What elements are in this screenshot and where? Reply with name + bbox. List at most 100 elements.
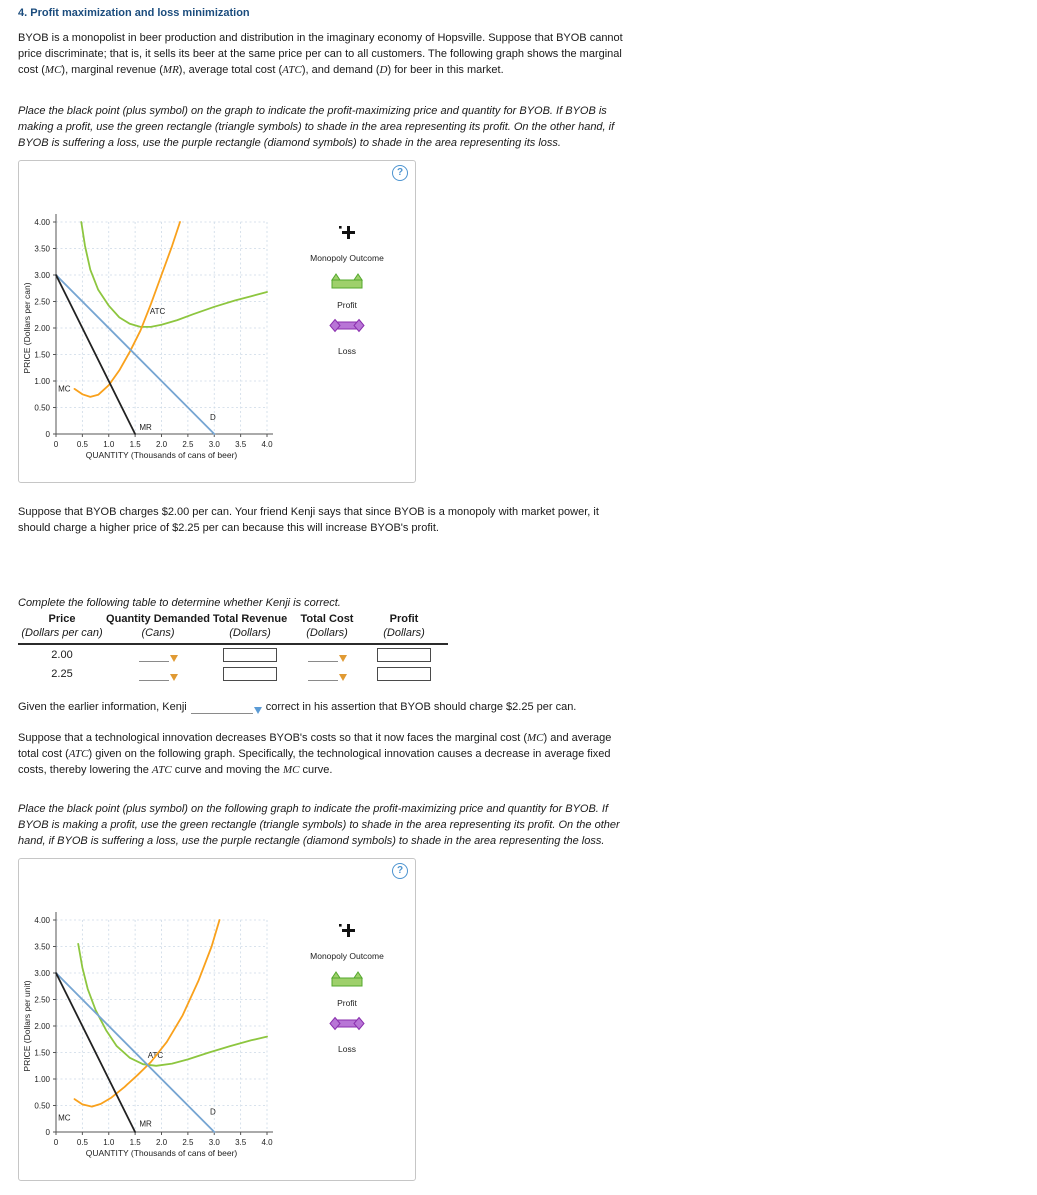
d-curve <box>55 972 216 1133</box>
graph-panel-1: ? 0 0.50 1.00 1.50 2.00 2.50 3.00 3.50 4.00 0 0.5 1… <box>18 160 416 483</box>
var-atc: ATC <box>282 64 302 76</box>
total-cost-dropdown-row1[interactable] <box>307 648 347 662</box>
total-cost-dropdown-row2[interactable] <box>307 667 347 681</box>
text: curve and moving the <box>171 764 283 776</box>
mc-label: MC <box>58 1113 71 1122</box>
dropdown-line <box>307 648 338 662</box>
mr-label: MR <box>139 1120 152 1129</box>
y-axis-title: PRICE (Dollars per unit) <box>22 980 32 1071</box>
profit-rectangle-icon[interactable] <box>301 273 393 292</box>
kenji-table: Price (Dollars per can) Quantity Demanded… <box>18 612 448 683</box>
x-tick-label: 3.5 <box>235 1138 247 1147</box>
price-value: 2.00 <box>51 648 73 661</box>
d-label: D <box>210 413 216 422</box>
var-mc: MC <box>527 732 544 744</box>
mr-label: MR <box>139 423 152 432</box>
graph-2[interactable]: 0 0.50 1.00 1.50 2.00 2.50 3.00 3.50 4.00 0 0.5 1.0… <box>21 897 321 1163</box>
conclusion-sentence: Given the earlier information, Kenji corr… <box>18 699 632 715</box>
graph-panel-2: ? 0 0.50 1.00 1.50 2.00 2.50 3.00 3.50 4.00 0 0.5 1… <box>18 858 416 1181</box>
table-row: 2.25 <box>18 664 448 683</box>
text: ), and demand ( <box>301 64 380 76</box>
col-header-total-revenue: Total Revenue (Dollars) <box>212 613 288 639</box>
atc-curve <box>77 943 268 1067</box>
loss-label: Loss <box>338 346 356 356</box>
x-tick-label: 4.0 <box>261 1138 273 1147</box>
y-tick-label: 1.50 <box>34 351 50 360</box>
y-tick-label: 0 <box>46 430 51 439</box>
help-icon[interactable]: ? <box>392 863 408 879</box>
graph-1[interactable]: 0 0.50 1.00 1.50 2.00 2.50 3.00 3.50 4.00 0 0.5 1.0… <box>21 199 321 465</box>
x-tick-label: 2.0 <box>156 440 168 449</box>
text: correct in his assertion that BYOB shoul… <box>265 701 577 713</box>
var-atc: ATC <box>68 748 89 760</box>
x-tick-label: 1.0 <box>103 1138 115 1147</box>
monopoly-point-icon[interactable] <box>301 225 393 242</box>
kenji-paragraph: Suppose that BYOB charges $2.00 per can.… <box>18 506 599 534</box>
var-d: D <box>379 64 388 76</box>
d-curve <box>55 274 216 435</box>
quantity-demanded-dropdown-row2[interactable] <box>138 667 178 681</box>
y-tick-label: 2.50 <box>34 298 50 307</box>
total-revenue-input-row1[interactable] <box>223 647 277 662</box>
help-icon[interactable]: ? <box>392 165 408 181</box>
y-axis-title: PRICE (Dollars per can) <box>22 282 32 373</box>
profit-input-row2[interactable] <box>377 666 431 681</box>
y-tick-label: 1.00 <box>34 1075 50 1084</box>
text: ), average total cost ( <box>178 64 283 76</box>
dropdown-line <box>307 667 338 681</box>
col-header-quantity: Quantity Demanded (Cans) <box>106 613 210 639</box>
text: Suppose that a technological innovation … <box>18 732 527 744</box>
dropdown-line <box>138 648 169 662</box>
table-intro: Complete the following table to determin… <box>18 597 341 609</box>
y-tick-label: 3.00 <box>34 969 50 978</box>
x-axis-title: QUANTITY (Thousands of cans of beer) <box>86 450 238 460</box>
y-tick-label: 1.00 <box>34 377 50 386</box>
x-tick-label: 0 <box>54 1138 59 1147</box>
col-header-profit: Profit (Dollars) <box>383 613 425 639</box>
kenji-correct-dropdown[interactable] <box>190 700 262 715</box>
dropdown-arrow-icon <box>338 654 347 662</box>
monopoly-point-icon[interactable] <box>301 923 393 940</box>
text: ) for beer in this market. <box>387 64 504 76</box>
atc-label: ATC <box>150 307 166 316</box>
var-mc: MC <box>44 64 62 76</box>
x-tick-label: 4.0 <box>261 440 273 449</box>
y-tick-label: 3.50 <box>34 245 50 254</box>
var-mc: MC <box>282 764 300 776</box>
graph-instructions-2: Place the black point (plus symbol) on t… <box>18 803 620 847</box>
y-tick-label: 4.00 <box>34 218 50 227</box>
y-tick-label: 3.00 <box>34 271 50 280</box>
atc-curve <box>80 221 268 328</box>
text: Given the earlier information, Kenji <box>18 701 187 713</box>
y-tick-label: 0 <box>46 1128 51 1137</box>
table-row: 2.00 <box>18 645 448 664</box>
dropdown-line <box>190 700 253 715</box>
dropdown-arrow-icon <box>169 654 178 662</box>
loss-rectangle-icon[interactable] <box>301 1016 393 1033</box>
d-label: D <box>210 1108 216 1117</box>
dropdown-arrow-icon <box>338 673 347 681</box>
table-divider <box>18 643 448 645</box>
profit-label: Profit <box>337 300 357 310</box>
y-tick-label: 2.00 <box>34 1022 50 1031</box>
profit-input-row1[interactable] <box>377 647 431 662</box>
mr-curve <box>55 274 136 435</box>
text: ), marginal revenue ( <box>61 64 163 76</box>
price-value: 2.25 <box>51 667 73 680</box>
profit-label: Profit <box>337 998 357 1008</box>
quantity-demanded-dropdown-row1[interactable] <box>138 648 178 662</box>
loss-rectangle-icon[interactable] <box>301 318 393 335</box>
x-tick-label: 0.5 <box>77 440 89 449</box>
col-header-price: Price (Dollars per can) <box>21 613 103 639</box>
dropdown-arrow-icon <box>253 707 262 715</box>
mc-label: MC <box>58 385 71 394</box>
y-tick-label: 2.50 <box>34 996 50 1005</box>
x-tick-label: 2.5 <box>182 440 194 449</box>
profit-rectangle-icon[interactable] <box>301 971 393 990</box>
intro-paragraph: BYOB is a monopolist in beer production … <box>18 30 632 78</box>
x-tick-label: 0.5 <box>77 1138 89 1147</box>
page-title: 4. Profit maximization and loss minimiza… <box>18 7 250 19</box>
x-tick-label: 3.5 <box>235 440 247 449</box>
x-tick-label: 1.5 <box>130 440 142 449</box>
total-revenue-input-row2[interactable] <box>223 666 277 681</box>
